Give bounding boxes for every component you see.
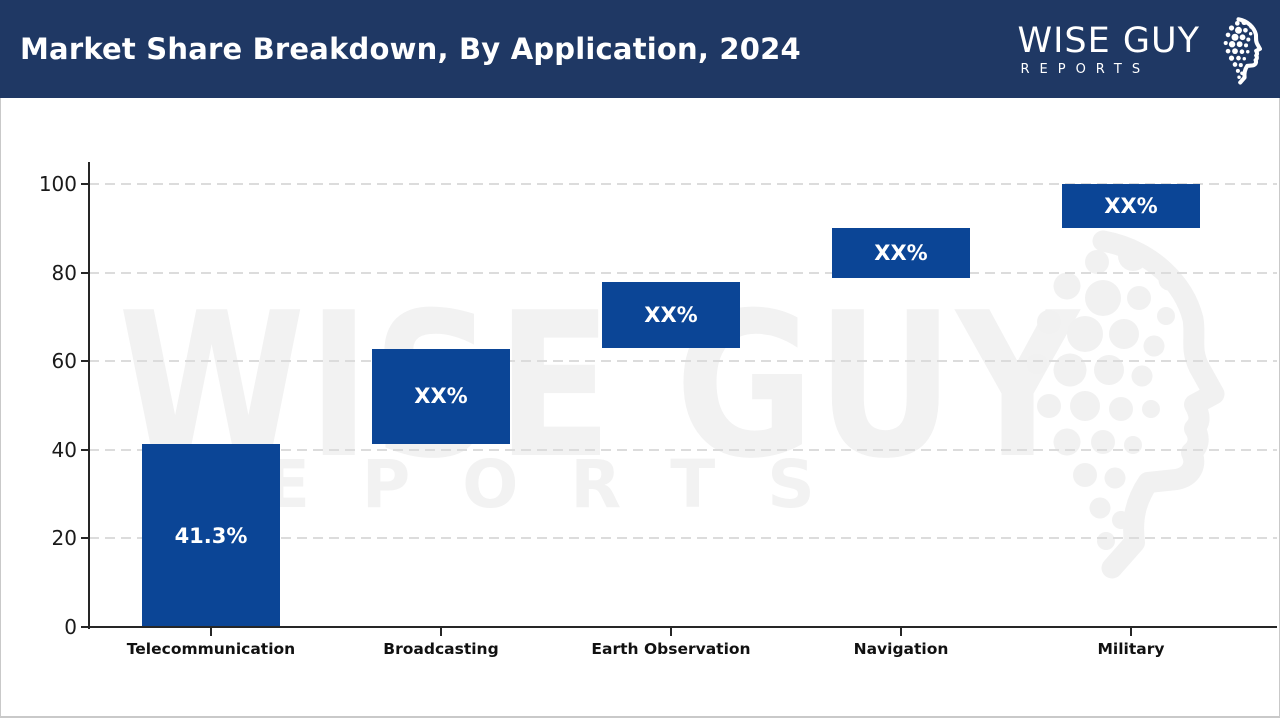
gridline-100 (89, 183, 1277, 186)
page-border-left (0, 98, 1, 717)
y-tick-mark-0 (81, 626, 89, 628)
bar-value-label: XX% (874, 240, 928, 265)
y-tick-label-40: 40 (51, 437, 77, 462)
x-tick-mark-3 (670, 628, 672, 636)
x-tick-mark-2 (440, 628, 442, 636)
brand-logo-text: WISE GUY REPORTS (1017, 20, 1200, 78)
head-watermark-icon (1026, 230, 1225, 579)
category-label-military: Military (1097, 640, 1165, 658)
page-border-bottom (0, 716, 1280, 718)
gridline-60 (89, 360, 1277, 363)
bar-navigation: XX% (832, 227, 970, 279)
page-title: Market Share Breakdown, By Application, … (20, 32, 801, 66)
brand-logo: WISE GUY REPORTS (1017, 8, 1264, 92)
bar-value-label: XX% (644, 302, 698, 327)
y-tick-mark-20 (81, 537, 89, 540)
bar-earth-observation: XX% (602, 281, 740, 348)
y-tick-label-60: 60 (51, 349, 77, 374)
head-logo-icon (1223, 17, 1262, 85)
y-tick-mark-100 (81, 183, 89, 186)
y-axis-line (88, 162, 90, 629)
bar-value-label: XX% (414, 384, 468, 409)
header-bar: Market Share Breakdown, By Application, … (0, 0, 1280, 98)
y-tick-label-100: 100 (38, 172, 77, 197)
y-tick-label-80: 80 (51, 260, 77, 285)
bar-telecommunication: 41.3% (142, 444, 280, 627)
x-tick-mark-1 (210, 628, 212, 636)
bar-value-label: XX% (1104, 193, 1158, 218)
category-label-navigation: Navigation (853, 640, 949, 658)
category-label-broadcasting: Broadcasting (383, 640, 499, 658)
y-tick-mark-80 (81, 271, 89, 274)
bar-value-label: 41.3% (174, 523, 248, 548)
brand-logo-line1: WISE GUY (1017, 20, 1200, 61)
x-tick-mark-4 (900, 628, 902, 636)
gridline-80 (89, 271, 1277, 274)
category-label-earth-observation: Earth Observation (591, 640, 751, 658)
x-tick-mark-5 (1130, 628, 1132, 636)
category-label-telecommunication: Telecommunication (126, 640, 296, 658)
gridline-20 (89, 537, 1277, 540)
brand-logo-line2: REPORTS (1020, 62, 1151, 78)
y-tick-mark-40 (81, 448, 89, 451)
y-tick-label-20: 20 (51, 526, 77, 551)
y-tick-label-0: 0 (64, 615, 77, 639)
y-tick-mark-60 (81, 360, 89, 363)
bar-military: XX% (1062, 184, 1200, 228)
gridline-40 (89, 448, 1277, 451)
x-axis-line (88, 626, 1277, 628)
bar-broadcasting: XX% (372, 348, 510, 445)
